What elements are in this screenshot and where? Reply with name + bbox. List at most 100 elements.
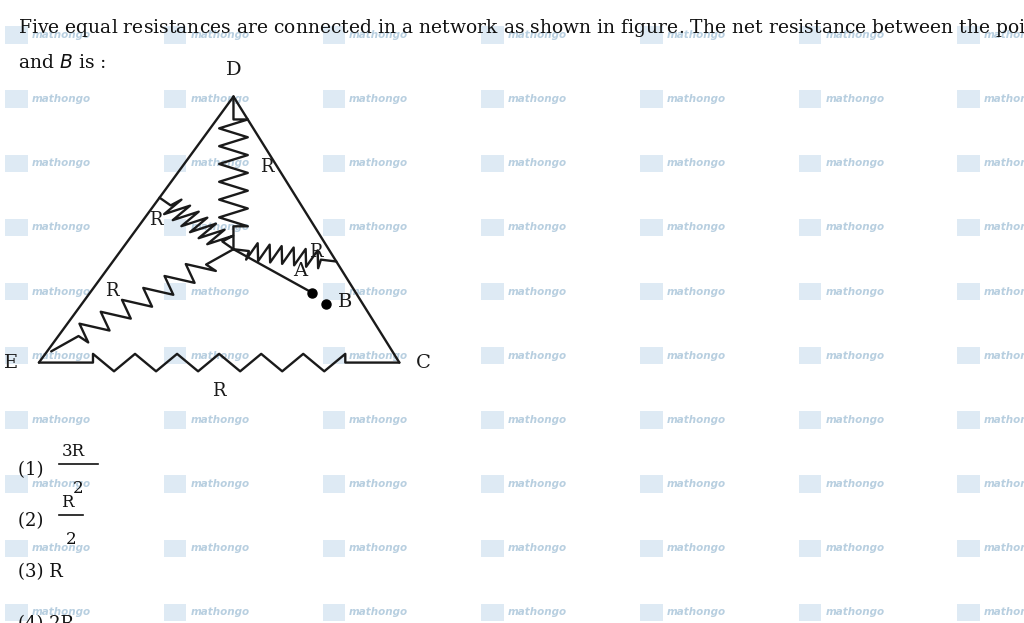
- Bar: [323, 155, 345, 172]
- Bar: [323, 540, 345, 557]
- Text: mathongo: mathongo: [508, 222, 567, 232]
- Text: mathongo: mathongo: [667, 415, 726, 425]
- Bar: [799, 155, 821, 172]
- Bar: [323, 475, 345, 493]
- Bar: [164, 411, 186, 429]
- Bar: [799, 90, 821, 108]
- Bar: [957, 155, 980, 172]
- Text: mathongo: mathongo: [32, 415, 91, 425]
- Text: mathongo: mathongo: [508, 287, 567, 297]
- Bar: [5, 219, 28, 236]
- Bar: [164, 283, 186, 300]
- Text: mathongo: mathongo: [32, 158, 91, 168]
- Bar: [164, 604, 186, 621]
- Bar: [957, 219, 980, 236]
- Text: mathongo: mathongo: [349, 351, 409, 361]
- Bar: [323, 26, 345, 44]
- Text: mathongo: mathongo: [190, 158, 250, 168]
- Bar: [481, 540, 504, 557]
- Text: 2: 2: [66, 531, 76, 548]
- Text: A: A: [293, 262, 307, 280]
- Bar: [481, 347, 504, 364]
- Bar: [640, 540, 663, 557]
- Bar: [164, 155, 186, 172]
- Text: (3) R: (3) R: [18, 564, 63, 581]
- Bar: [481, 155, 504, 172]
- Bar: [640, 219, 663, 236]
- Bar: [5, 604, 28, 621]
- Text: mathongo: mathongo: [984, 415, 1024, 425]
- Bar: [799, 347, 821, 364]
- Text: R: R: [212, 382, 226, 399]
- Bar: [957, 347, 980, 364]
- Bar: [640, 411, 663, 429]
- Bar: [481, 219, 504, 236]
- Text: mathongo: mathongo: [190, 543, 250, 553]
- Bar: [957, 540, 980, 557]
- Text: mathongo: mathongo: [984, 30, 1024, 40]
- Bar: [957, 604, 980, 621]
- Text: mathongo: mathongo: [984, 543, 1024, 553]
- Text: 2: 2: [73, 480, 83, 497]
- Text: R: R: [260, 158, 273, 176]
- Bar: [481, 283, 504, 300]
- Text: mathongo: mathongo: [667, 222, 726, 232]
- Bar: [164, 540, 186, 557]
- Bar: [640, 90, 663, 108]
- Text: mathongo: mathongo: [190, 607, 250, 617]
- Text: mathongo: mathongo: [825, 543, 885, 553]
- Text: mathongo: mathongo: [667, 607, 726, 617]
- Text: D: D: [225, 61, 242, 79]
- Bar: [481, 411, 504, 429]
- Text: mathongo: mathongo: [984, 287, 1024, 297]
- Text: mathongo: mathongo: [667, 158, 726, 168]
- Bar: [5, 347, 28, 364]
- Text: mathongo: mathongo: [667, 351, 726, 361]
- Text: R: R: [104, 282, 119, 300]
- Text: mathongo: mathongo: [190, 94, 250, 104]
- Bar: [957, 411, 980, 429]
- Text: mathongo: mathongo: [667, 479, 726, 489]
- Text: mathongo: mathongo: [32, 30, 91, 40]
- Bar: [323, 219, 345, 236]
- Text: mathongo: mathongo: [825, 351, 885, 361]
- Bar: [640, 604, 663, 621]
- Bar: [640, 347, 663, 364]
- Bar: [5, 475, 28, 493]
- Text: mathongo: mathongo: [508, 30, 567, 40]
- Text: mathongo: mathongo: [190, 222, 250, 232]
- Bar: [640, 26, 663, 44]
- Text: mathongo: mathongo: [984, 479, 1024, 489]
- Bar: [957, 475, 980, 493]
- Bar: [957, 283, 980, 300]
- Bar: [164, 475, 186, 493]
- Bar: [164, 90, 186, 108]
- Bar: [164, 347, 186, 364]
- Text: mathongo: mathongo: [825, 30, 885, 40]
- Bar: [799, 219, 821, 236]
- Text: B: B: [338, 293, 352, 311]
- Text: (1): (1): [18, 462, 50, 479]
- Text: (4) 2R: (4) 2R: [18, 615, 75, 623]
- Text: mathongo: mathongo: [825, 479, 885, 489]
- Text: mathongo: mathongo: [508, 415, 567, 425]
- Text: mathongo: mathongo: [508, 351, 567, 361]
- Bar: [799, 540, 821, 557]
- Bar: [5, 540, 28, 557]
- Text: mathongo: mathongo: [190, 30, 250, 40]
- Text: mathongo: mathongo: [984, 158, 1024, 168]
- Text: mathongo: mathongo: [190, 479, 250, 489]
- Text: mathongo: mathongo: [32, 479, 91, 489]
- Text: and $B$ is :: and $B$ is :: [18, 54, 106, 72]
- Text: mathongo: mathongo: [349, 30, 409, 40]
- Text: mathongo: mathongo: [190, 415, 250, 425]
- Text: mathongo: mathongo: [508, 158, 567, 168]
- Bar: [323, 604, 345, 621]
- Bar: [481, 604, 504, 621]
- Bar: [5, 90, 28, 108]
- Bar: [799, 411, 821, 429]
- Text: mathongo: mathongo: [349, 94, 409, 104]
- Bar: [799, 604, 821, 621]
- Text: mathongo: mathongo: [984, 222, 1024, 232]
- Text: mathongo: mathongo: [825, 607, 885, 617]
